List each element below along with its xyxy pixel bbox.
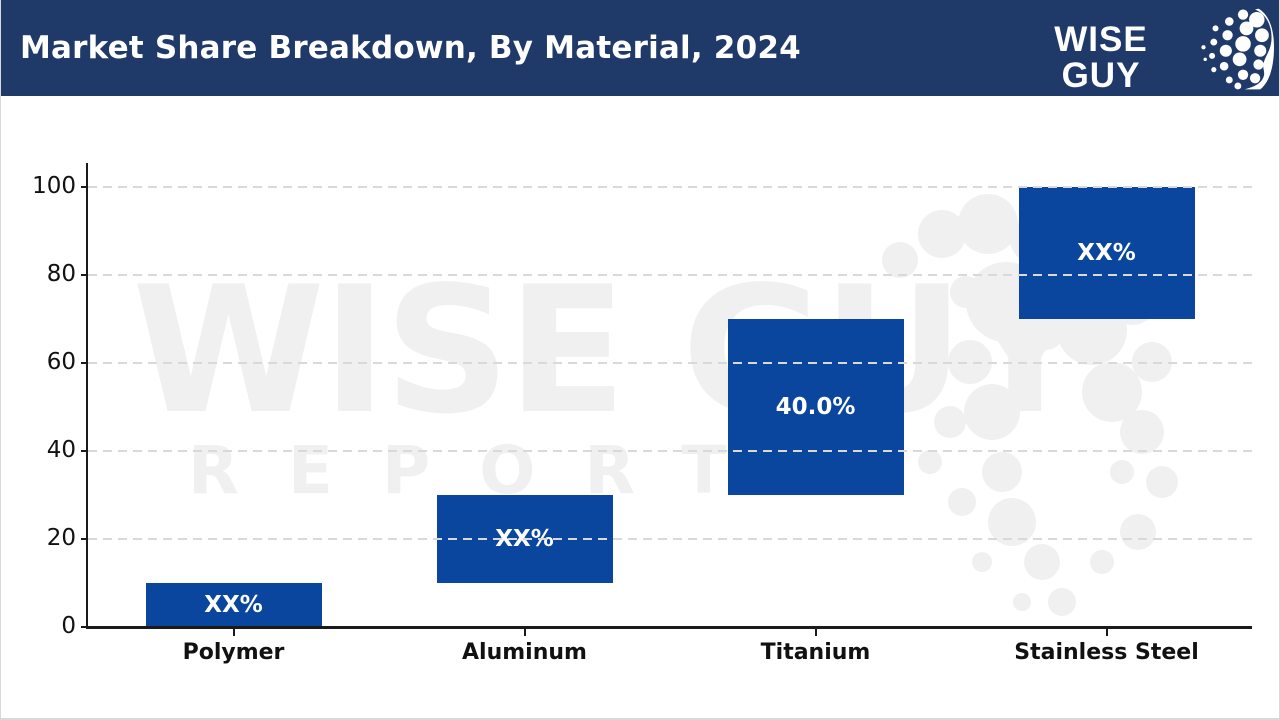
watermark-dot bbox=[948, 488, 976, 516]
y-axis-line bbox=[86, 163, 88, 629]
x-axis-label-2: Titanium bbox=[760, 640, 871, 665]
gridline-y20 bbox=[88, 538, 1252, 540]
gridline-y60 bbox=[88, 362, 1252, 364]
bar-titanium: 40.0% bbox=[727, 319, 904, 495]
logo-reports-text: REPORTS bbox=[1035, 97, 1167, 113]
watermark-dot bbox=[1090, 550, 1114, 574]
chart-title: Market Share Breakdown, By Material, 202… bbox=[20, 30, 801, 66]
y-tick-label-0: 0 bbox=[61, 613, 76, 639]
watermark-dot bbox=[964, 384, 1020, 440]
logo-wordmark: WISE GUY REPORTS bbox=[1010, 22, 1192, 114]
watermark-dot bbox=[1120, 410, 1164, 454]
watermark-brand-text: WISE GUY bbox=[132, 250, 1088, 453]
watermark-reports-text: REPORTS bbox=[188, 432, 872, 509]
x-tick-3 bbox=[1105, 629, 1108, 636]
gridline-y40 bbox=[88, 450, 1252, 452]
bar-stainless-steel: XX% bbox=[1018, 187, 1195, 319]
x-axis-label-1: Aluminum bbox=[462, 640, 587, 665]
dotted-head-icon bbox=[1201, 8, 1274, 90]
y-tick-label-80: 80 bbox=[46, 261, 76, 287]
bar-value-label: 40.0% bbox=[775, 394, 856, 420]
watermark-dot bbox=[1120, 514, 1156, 550]
bar-value-label: XX% bbox=[1077, 240, 1136, 266]
watermark-dot bbox=[1146, 466, 1178, 498]
watermark-dot bbox=[918, 320, 942, 344]
y-tick-40 bbox=[81, 450, 88, 452]
y-tick-60 bbox=[81, 362, 88, 364]
y-tick-100 bbox=[81, 186, 88, 188]
x-axis-label-3: Stainless Steel bbox=[1014, 640, 1199, 665]
watermark-dot bbox=[1048, 588, 1076, 616]
wise-guy-reports-logo: WISE GUY REPORTS bbox=[1010, 4, 1274, 113]
y-tick-80 bbox=[81, 274, 88, 276]
bar-value-label: XX% bbox=[204, 592, 263, 618]
y-tick-label-100: 100 bbox=[32, 173, 76, 199]
gridline-y80 bbox=[88, 274, 1252, 276]
x-axis-label-0: Polymer bbox=[182, 640, 285, 665]
watermark-dot bbox=[972, 552, 992, 572]
x-tick-1 bbox=[523, 629, 526, 636]
y-tick-label-20: 20 bbox=[46, 525, 76, 551]
logo-brand-text: WISE GUY bbox=[1054, 20, 1148, 95]
y-tick-label-60: 60 bbox=[46, 349, 76, 375]
y-tick-0 bbox=[81, 626, 88, 628]
x-tick-2 bbox=[814, 629, 817, 636]
watermark-dot bbox=[1110, 460, 1134, 484]
watermark-dot bbox=[982, 452, 1022, 492]
watermark-dot bbox=[1024, 544, 1060, 580]
y-tick-label-40: 40 bbox=[46, 437, 76, 463]
watermark-dot bbox=[1013, 593, 1031, 611]
x-tick-0 bbox=[232, 629, 235, 636]
bar-polymer: XX% bbox=[145, 583, 322, 627]
watermark-dot bbox=[958, 194, 1018, 254]
y-tick-20 bbox=[81, 538, 88, 540]
watermark-dot bbox=[882, 242, 918, 278]
watermark-dot bbox=[934, 406, 966, 438]
header-bar: Market Share Breakdown, By Material, 202… bbox=[0, 0, 1280, 113]
watermark-dot bbox=[918, 450, 942, 474]
x-axis-line bbox=[86, 626, 1252, 629]
gridline-y100 bbox=[88, 186, 1252, 188]
